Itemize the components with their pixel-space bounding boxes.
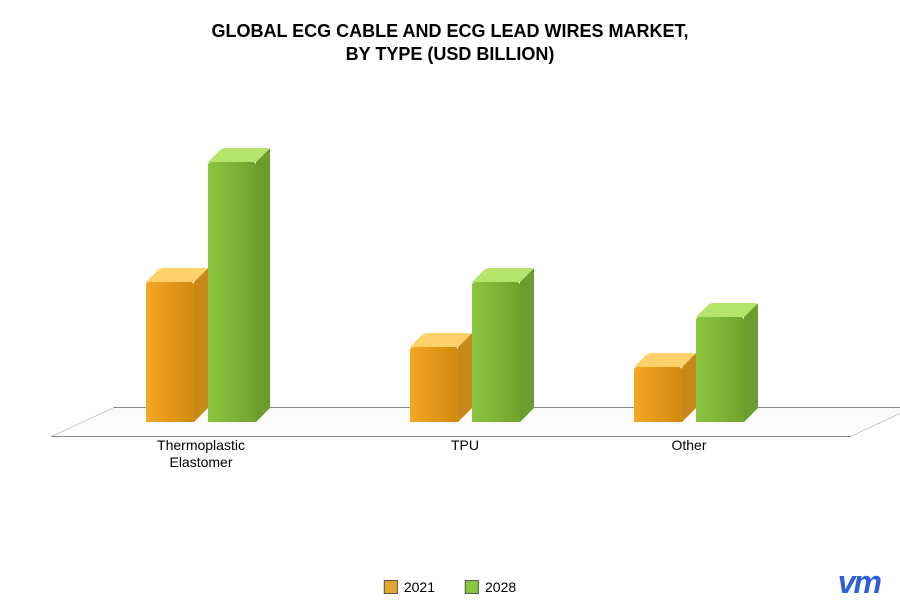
legend: 2021 2028: [384, 579, 516, 595]
bar-front: [208, 162, 256, 422]
legend-swatch: [384, 580, 398, 594]
bar-front: [146, 282, 194, 422]
bar-side: [194, 268, 208, 422]
chart-title: GLOBAL ECG CABLE AND ECG LEAD WIRES MARK…: [50, 20, 850, 67]
plot-area: ThermoplasticElastomer TPU Other: [50, 97, 850, 477]
chart-container: GLOBAL ECG CABLE AND ECG LEAD WIRES MARK…: [0, 0, 900, 613]
title-line-1: GLOBAL ECG CABLE AND ECG LEAD WIRES MARK…: [50, 20, 850, 43]
bar-side: [256, 148, 270, 422]
legend-item: 2028: [465, 579, 516, 595]
bars-wrap: [50, 102, 850, 422]
legend-item: 2021: [384, 579, 435, 595]
legend-swatch: [465, 580, 479, 594]
bar-front: [696, 317, 744, 422]
x-label: ThermoplasticElastomer: [111, 437, 291, 471]
title-line-2: BY TYPE (USD BILLION): [50, 43, 850, 66]
bar-side: [744, 303, 758, 422]
legend-label: 2028: [485, 579, 516, 595]
bar-side: [458, 333, 472, 422]
bar-front: [472, 282, 520, 422]
legend-label: 2021: [404, 579, 435, 595]
bar-front: [634, 367, 682, 422]
x-label: Other: [599, 437, 779, 454]
bar-front: [410, 347, 458, 422]
bar-side: [520, 268, 534, 422]
x-label: TPU: [375, 437, 555, 454]
x-axis-labels: ThermoplasticElastomer TPU Other: [50, 437, 850, 477]
logo: vm: [838, 564, 880, 601]
